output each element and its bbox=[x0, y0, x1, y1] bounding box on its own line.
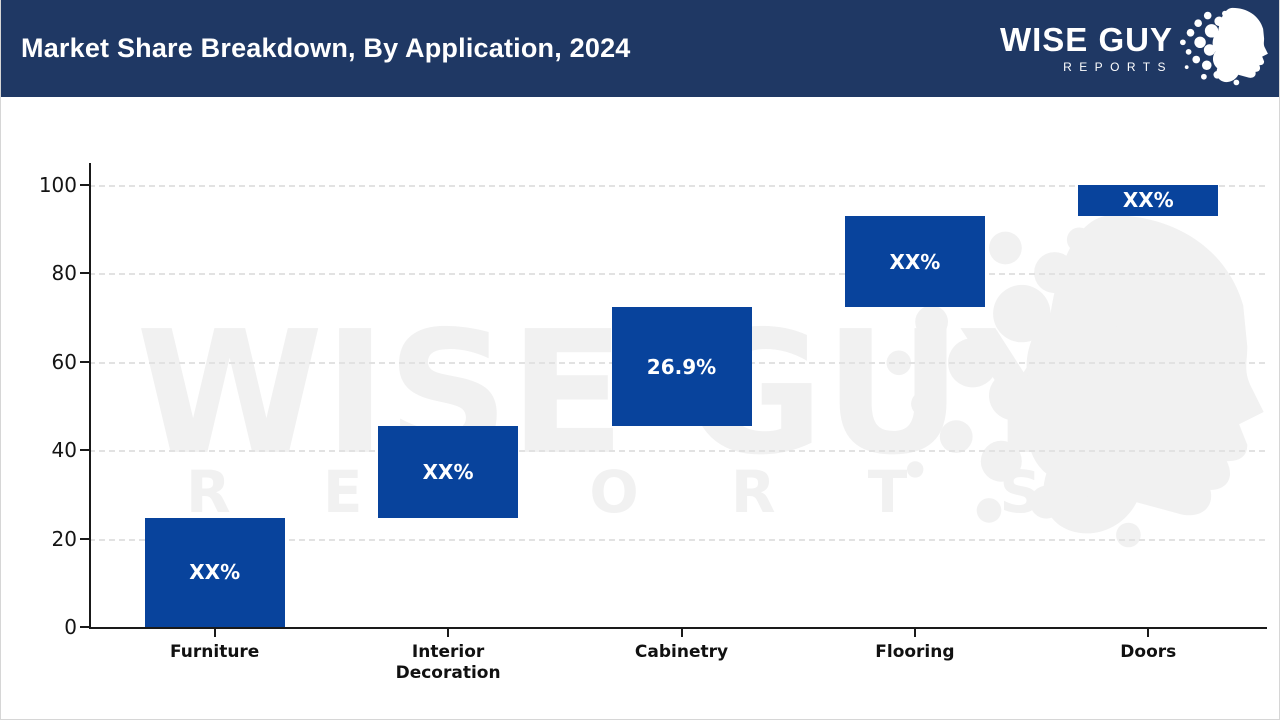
x-tick-0 bbox=[213, 629, 216, 637]
x-category-label: Cabinetry bbox=[634, 642, 729, 662]
x-category-label: Doors bbox=[1120, 642, 1177, 662]
y-tick-label-0: 0 bbox=[64, 615, 77, 639]
logo-name: WISE GUY bbox=[999, 21, 1173, 58]
bar-value-label: 26.9% bbox=[646, 354, 717, 379]
y-tick-100 bbox=[80, 184, 89, 186]
bar-doors: XX% bbox=[1078, 185, 1219, 216]
logo-subtitle: REPORTS bbox=[1063, 60, 1173, 74]
bar-value-label: XX% bbox=[1122, 188, 1174, 213]
y-tick-40 bbox=[80, 449, 89, 452]
page-title: Market Share Breakdown, By Application, … bbox=[21, 33, 631, 63]
y-tick-label-20: 20 bbox=[51, 526, 77, 551]
bar-value-label: XX% bbox=[889, 249, 941, 274]
y-tick-80 bbox=[80, 272, 89, 275]
bar-cabinetry: 26.9% bbox=[611, 307, 752, 427]
y-tick-60 bbox=[80, 360, 89, 363]
y-axis bbox=[89, 163, 91, 627]
y-tick-0 bbox=[80, 626, 89, 628]
y-tick-20 bbox=[80, 537, 89, 540]
bar-flooring: XX% bbox=[844, 215, 985, 308]
gridline-80 bbox=[89, 273, 1265, 276]
y-tick-label-60: 60 bbox=[51, 349, 77, 374]
gridline-40 bbox=[89, 450, 1265, 453]
wise-guy-logo: WISE GUY REPORTS bbox=[1000, 6, 1271, 92]
gridline-100 bbox=[89, 185, 1265, 187]
x-tick-2 bbox=[680, 629, 683, 637]
x-tick-3 bbox=[913, 629, 916, 637]
bar-interior-decoration: XX% bbox=[378, 426, 519, 518]
bar-furniture: XX% bbox=[144, 517, 285, 627]
watermark-line2: R E P O R T S bbox=[186, 458, 1077, 526]
x-category-label: Furniture bbox=[170, 642, 260, 662]
x-axis bbox=[89, 627, 1267, 629]
y-tick-label-80: 80 bbox=[51, 261, 77, 286]
x-category-label: Interior Decoration bbox=[395, 642, 501, 684]
x-tick-4 bbox=[1147, 629, 1150, 637]
bar-value-label: XX% bbox=[189, 560, 241, 585]
x-tick-1 bbox=[447, 629, 450, 637]
gridline-20 bbox=[89, 538, 1265, 541]
y-tick-label-40: 40 bbox=[51, 438, 77, 463]
chart-area: WISE GUY R E P O R T S 0 20 40 60 80 100 XX% Fu… bbox=[1, 97, 1279, 719]
bar-value-label: XX% bbox=[422, 460, 474, 485]
wise-guy-face-icon bbox=[1180, 7, 1268, 85]
y-tick-label-100: 100 bbox=[38, 173, 77, 197]
x-category-label: Flooring bbox=[875, 642, 955, 662]
header: Market Share Breakdown, By Application, … bbox=[1, 0, 1279, 97]
